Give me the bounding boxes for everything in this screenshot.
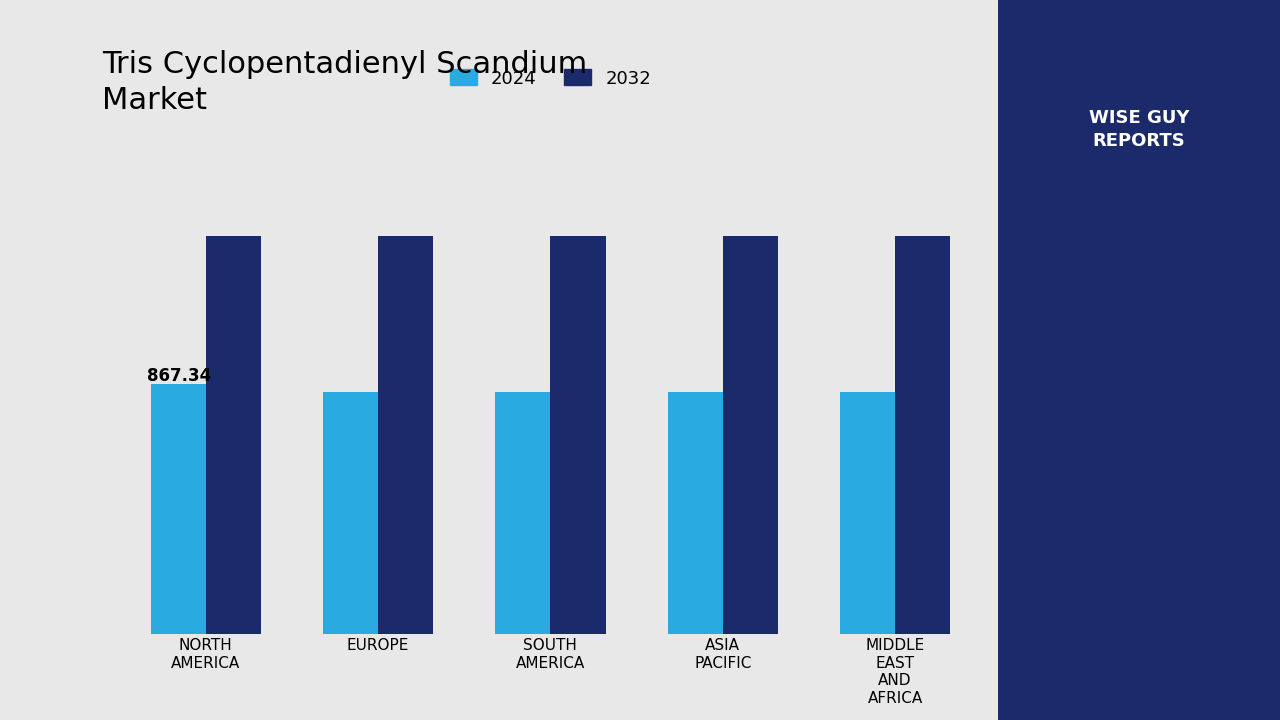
Text: WISE GUY
REPORTS: WISE GUY REPORTS [1089,109,1189,150]
Bar [378,236,433,634]
Bar [495,392,550,634]
Bar [840,392,895,634]
Bar [151,384,206,634]
Legend: 2024, 2032: 2024, 2032 [443,62,658,95]
Text: 867.34: 867.34 [147,367,211,385]
Bar [895,236,950,634]
Bar [668,392,723,634]
Bar [723,236,778,634]
Bar [550,236,605,634]
Bar [206,236,261,634]
Bar [323,392,378,634]
Text: Tris Cyclopentadienyl Scandium
Market: Tris Cyclopentadienyl Scandium Market [102,50,588,115]
